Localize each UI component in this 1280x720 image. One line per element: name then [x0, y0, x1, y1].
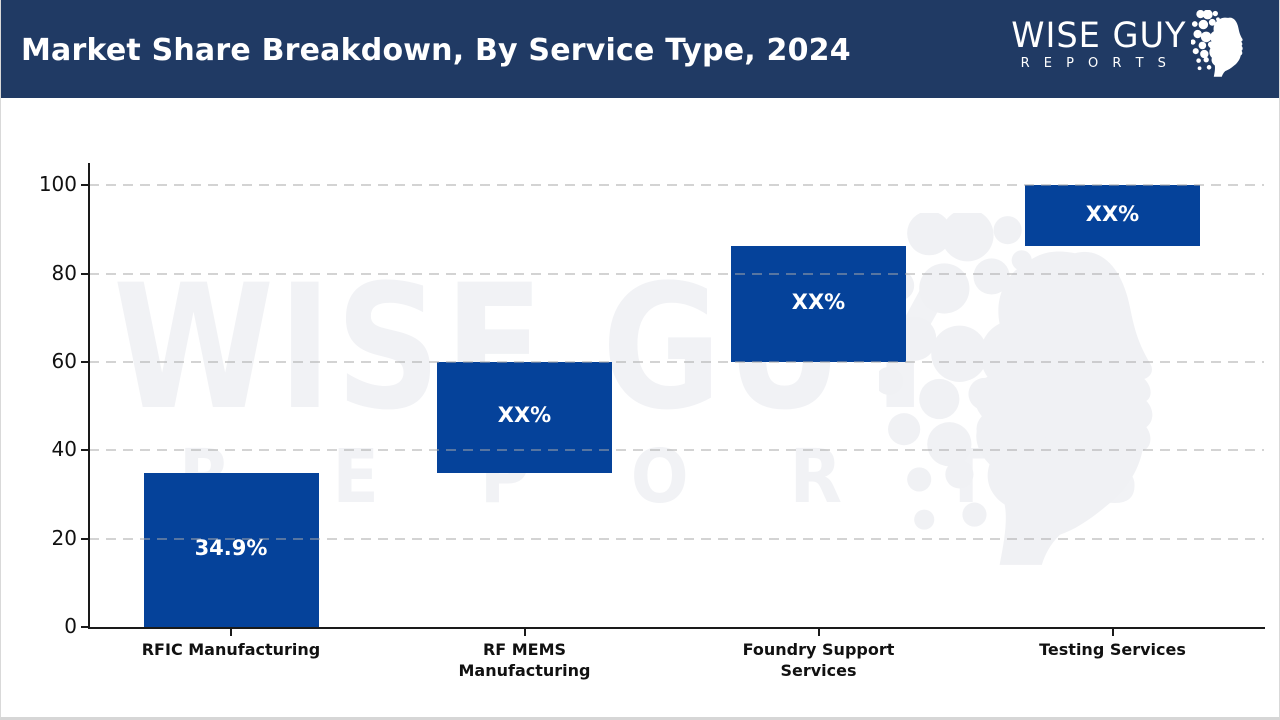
logo-subtext: R E P O R T S — [1020, 55, 1171, 71]
watermark-head-icon — [879, 213, 1153, 565]
y-tick-label: 0 — [64, 614, 77, 638]
x-tick — [1111, 629, 1114, 636]
logo: WISE GUY R E P O R T S — [1004, 10, 1267, 79]
bar-value-label: 34.9% — [194, 535, 268, 560]
header-bar: Market Share Breakdown, By Service Type,… — [1, 0, 1279, 98]
bar-value-label: XX% — [1085, 201, 1140, 226]
x-category-label: RF MEMS Manufacturing — [458, 640, 591, 680]
x-category-label: Testing Services — [1039, 640, 1186, 659]
gridline — [89, 360, 1264, 363]
y-axis-line — [88, 163, 90, 629]
y-tick-label: 60 — [51, 348, 77, 373]
y-tick — [81, 626, 89, 628]
gridline — [89, 537, 1264, 540]
logo-text: WISE GUY R E P O R T S — [1004, 18, 1187, 71]
bar — [731, 245, 906, 362]
x-category-label: Foundry Support Services — [742, 640, 895, 680]
gridline — [89, 184, 1264, 187]
y-tick-label: 40 — [51, 437, 77, 462]
gridline — [89, 272, 1264, 275]
gridline — [89, 449, 1264, 452]
y-tick-label: 20 — [51, 525, 77, 550]
bar — [1025, 185, 1200, 246]
y-tick — [81, 449, 89, 452]
y-tick — [81, 184, 89, 187]
page-title: Market Share Breakdown, By Service Type,… — [21, 33, 851, 68]
y-tick-label: 100 — [38, 172, 77, 197]
x-tick — [523, 629, 526, 636]
bar-value-label: XX% — [791, 289, 846, 314]
bar-value-label: XX% — [497, 403, 552, 428]
x-axis-line — [88, 627, 1265, 629]
y-tick — [81, 537, 89, 540]
y-tick-label: 80 — [51, 260, 77, 285]
x-tick — [230, 629, 232, 636]
x-tick — [817, 629, 820, 636]
bar — [437, 361, 612, 473]
y-tick — [81, 272, 89, 275]
logo-wordmark: WISE GUY — [1011, 16, 1187, 57]
x-category-label: RFIC Manufacturing — [141, 640, 321, 659]
watermark-reports-text: R E P O R T S — [179, 434, 1179, 520]
logo-head-icon — [1191, 10, 1243, 77]
bar — [143, 472, 319, 627]
y-tick — [81, 360, 89, 363]
